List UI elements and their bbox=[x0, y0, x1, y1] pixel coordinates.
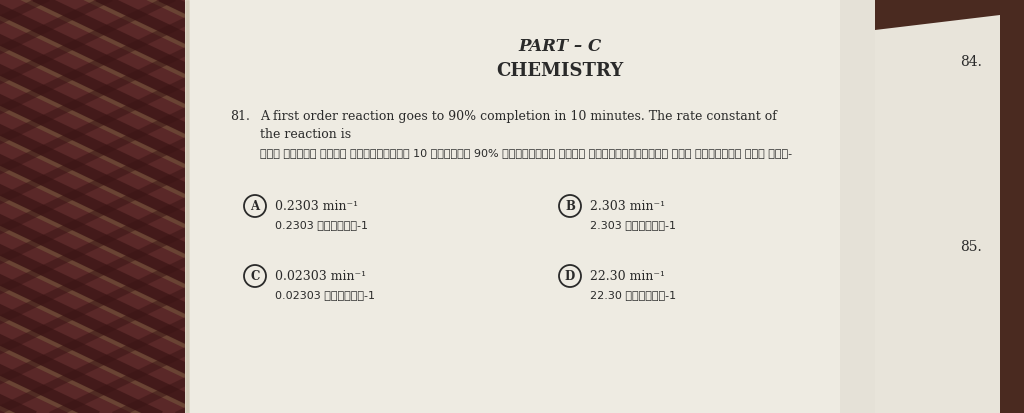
Text: 0.02303 min⁻¹: 0.02303 min⁻¹ bbox=[275, 270, 367, 283]
Text: CHEMISTRY: CHEMISTRY bbox=[497, 62, 624, 80]
Text: D: D bbox=[565, 270, 575, 282]
Text: 84.: 84. bbox=[961, 55, 982, 69]
Text: PART – C: PART – C bbox=[518, 38, 602, 55]
Polygon shape bbox=[840, 0, 874, 413]
Polygon shape bbox=[185, 0, 874, 413]
Text: 85.: 85. bbox=[961, 240, 982, 254]
Text: B: B bbox=[565, 199, 574, 213]
Polygon shape bbox=[874, 15, 1000, 413]
Text: C: C bbox=[250, 270, 260, 282]
Text: 2.303 min⁻¹: 2.303 min⁻¹ bbox=[590, 200, 666, 213]
Text: the reaction is: the reaction is bbox=[260, 128, 351, 141]
Text: 2.303 মিনিটে-1: 2.303 মিনিটে-1 bbox=[590, 220, 676, 230]
Text: 0.02303 মিনিটে-1: 0.02303 মিনিটে-1 bbox=[275, 290, 375, 300]
Text: 22.30 min⁻¹: 22.30 min⁻¹ bbox=[590, 270, 665, 283]
Text: 0.2303 min⁻¹: 0.2303 min⁻¹ bbox=[275, 200, 358, 213]
Text: এটো প্রথম ক্রম বিক্রিয়া 10 মিনিটত 90% সম্পূর্ণ হয়। বিক্রিয়াটোর গতি ধ্রুবকর মা: এটো প্রথম ক্রম বিক্রিয়া 10 মিনিটত 90% স… bbox=[260, 148, 793, 158]
Text: 0.2303 মিনিটে-1: 0.2303 মিনিটে-1 bbox=[275, 220, 368, 230]
Polygon shape bbox=[0, 0, 210, 413]
Text: A: A bbox=[251, 199, 259, 213]
Polygon shape bbox=[870, 0, 1024, 413]
Text: 81.: 81. bbox=[230, 110, 250, 123]
Text: A first order reaction goes to 90% completion in 10 minutes. The rate constant o: A first order reaction goes to 90% compl… bbox=[260, 110, 777, 123]
Text: 22.30 মিনিটে-1: 22.30 মিনিটে-1 bbox=[590, 290, 676, 300]
